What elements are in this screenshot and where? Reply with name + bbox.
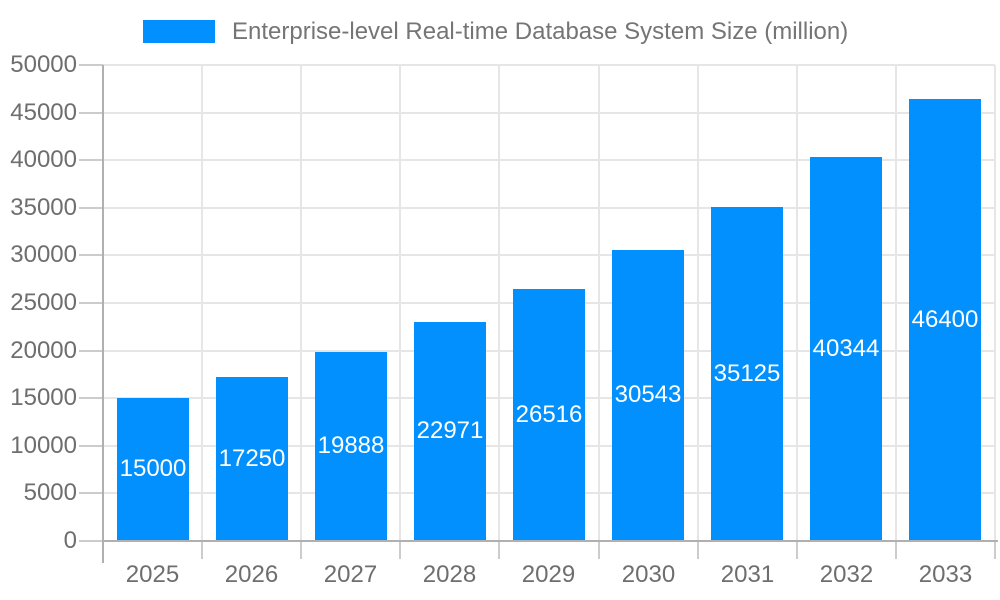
bar-value-label: 40344 bbox=[812, 335, 880, 362]
bar-value-label: 26516 bbox=[515, 401, 583, 428]
y-axis-tick bbox=[79, 397, 103, 399]
y-axis-tick bbox=[79, 492, 103, 494]
x-axis-tick bbox=[796, 541, 798, 559]
y-axis-label: 50000 bbox=[10, 51, 77, 78]
bar-2027 bbox=[315, 352, 387, 540]
y-gridline bbox=[103, 207, 995, 209]
y-gridline bbox=[103, 112, 995, 114]
x-axis-tick bbox=[697, 541, 699, 559]
bar-value-label: 19888 bbox=[317, 432, 385, 459]
y-axis-tick bbox=[79, 207, 103, 209]
x-axis-line bbox=[103, 540, 998, 542]
x-axis-label: 2030 bbox=[621, 561, 676, 588]
bar-2028 bbox=[414, 322, 486, 540]
bar-value-label: 46400 bbox=[911, 306, 979, 333]
y-gridline bbox=[103, 254, 995, 256]
y-axis-tick bbox=[79, 302, 103, 304]
legend-swatch bbox=[143, 20, 215, 43]
x-gridline bbox=[994, 65, 996, 541]
y-axis-label: 45000 bbox=[10, 99, 77, 126]
x-axis-label: 2026 bbox=[224, 561, 279, 588]
x-axis-label: 2032 bbox=[819, 561, 874, 588]
y-axis-label: 40000 bbox=[10, 146, 77, 173]
y-axis-tick bbox=[79, 350, 103, 352]
bar-2032 bbox=[810, 157, 882, 540]
x-axis-tick bbox=[300, 541, 302, 559]
bar-value-label: 15000 bbox=[119, 455, 187, 482]
bar-2026 bbox=[216, 377, 288, 540]
y-axis-tick bbox=[79, 112, 103, 114]
y-axis-label: 25000 bbox=[10, 289, 77, 316]
y-axis-label: 20000 bbox=[10, 337, 77, 364]
bar-value-label: 22971 bbox=[416, 417, 484, 444]
x-axis-label: 2033 bbox=[918, 561, 973, 588]
y-axis-label: 5000 bbox=[23, 479, 77, 506]
y-axis-tick bbox=[79, 159, 103, 161]
y-axis-label: 30000 bbox=[10, 241, 77, 268]
y-axis-tick bbox=[79, 445, 103, 447]
x-gridline bbox=[300, 65, 302, 541]
x-gridline bbox=[498, 65, 500, 541]
y-axis-tick bbox=[79, 64, 103, 66]
y-axis-tick bbox=[79, 540, 103, 542]
x-gridline bbox=[399, 65, 401, 541]
x-axis-tick bbox=[399, 541, 401, 559]
x-gridline bbox=[895, 65, 897, 541]
y-axis-line bbox=[102, 65, 104, 563]
legend-item[interactable]: Enterprise-level Real-time Database Syst… bbox=[143, 17, 849, 45]
y-axis-label: 15000 bbox=[10, 384, 77, 411]
x-gridline bbox=[598, 65, 600, 541]
y-gridline bbox=[103, 64, 995, 66]
bar-value-label: 35125 bbox=[713, 360, 781, 387]
y-axis-label: 35000 bbox=[10, 194, 77, 221]
bar-2031 bbox=[711, 207, 783, 540]
y-gridline bbox=[103, 159, 995, 161]
y-axis-label: 10000 bbox=[10, 432, 77, 459]
bar-value-label: 17250 bbox=[218, 445, 286, 472]
x-gridline bbox=[201, 65, 203, 541]
x-axis-label: 2028 bbox=[422, 561, 477, 588]
y-axis-tick bbox=[79, 254, 103, 256]
x-axis-label: 2029 bbox=[521, 561, 576, 588]
x-axis-label: 2031 bbox=[720, 561, 775, 588]
x-gridline bbox=[796, 65, 798, 541]
x-axis-tick bbox=[598, 541, 600, 559]
bar-value-label: 30543 bbox=[614, 381, 682, 408]
x-axis-tick bbox=[201, 541, 203, 559]
x-gridline bbox=[697, 65, 699, 541]
bar-2033 bbox=[909, 99, 981, 540]
x-axis-label: 2025 bbox=[125, 561, 180, 588]
bar-2025 bbox=[117, 398, 189, 540]
x-axis-tick bbox=[895, 541, 897, 559]
bar-2029 bbox=[513, 289, 585, 540]
x-axis-tick bbox=[994, 541, 996, 559]
bar-2030 bbox=[612, 250, 684, 540]
x-axis-tick bbox=[498, 541, 500, 559]
y-axis-label: 0 bbox=[63, 527, 77, 554]
legend-label: Enterprise-level Real-time Database Syst… bbox=[232, 17, 849, 45]
x-axis-label: 2027 bbox=[323, 561, 378, 588]
